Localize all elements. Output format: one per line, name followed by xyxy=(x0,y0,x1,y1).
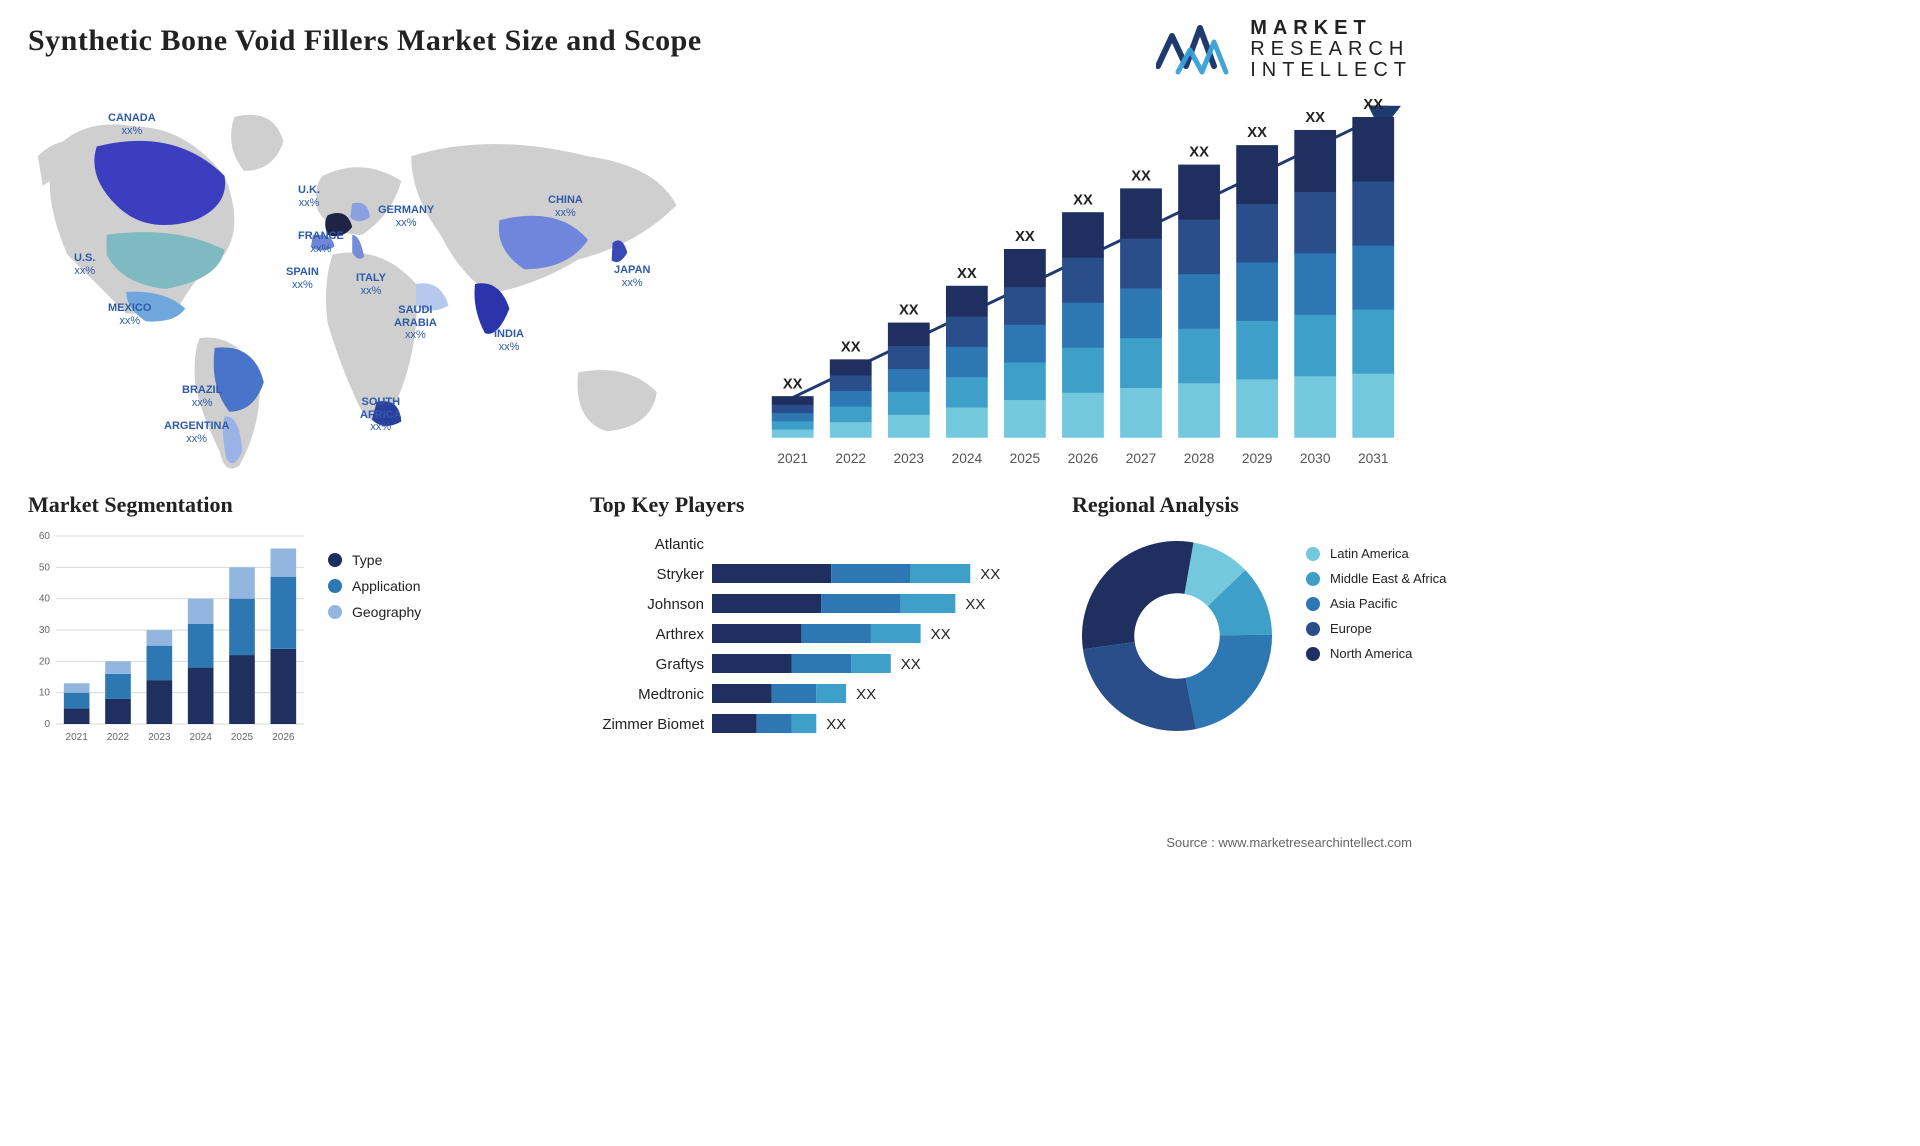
map-label: CANADAxx% xyxy=(108,112,156,137)
svg-text:20: 20 xyxy=(39,656,51,667)
svg-text:XX: XX xyxy=(980,566,1000,583)
map-label: CHINAxx% xyxy=(548,194,583,219)
regional-legend: Latin America Middle East & Africa Asia Pa… xyxy=(1306,536,1446,758)
svg-text:2021: 2021 xyxy=(66,732,89,743)
regional-title: Regional Analysis xyxy=(1072,492,1282,518)
svg-text:2025: 2025 xyxy=(231,732,254,743)
map-label: FRANCExx% xyxy=(298,230,344,255)
segmentation-legend: Type Application Geography xyxy=(328,542,421,758)
svg-text:0: 0 xyxy=(44,719,50,730)
legend-item: Geography xyxy=(328,604,421,620)
svg-text:XX: XX xyxy=(901,656,921,673)
svg-text:2027: 2027 xyxy=(1126,451,1157,466)
players-chart: Atlantic Stryker XX Johnson XX Arthrex XX Graft… xyxy=(590,528,1050,758)
svg-text:40: 40 xyxy=(39,594,51,605)
svg-text:2022: 2022 xyxy=(107,732,130,743)
regional-donut xyxy=(1072,528,1282,738)
map-label: U.K.xx% xyxy=(298,184,320,209)
world-map: CANADAxx% U.S.xx% MEXICOxx% BRAZILxx% ARGENT… xyxy=(28,84,706,484)
map-label: MEXICOxx% xyxy=(108,302,151,327)
svg-text:XX: XX xyxy=(1247,125,1267,141)
svg-text:Stryker: Stryker xyxy=(656,566,704,583)
map-label: ARGENTINAxx% xyxy=(164,420,229,445)
map-label: SOUTHAFRICAxx% xyxy=(360,396,402,434)
svg-text:Medtronic: Medtronic xyxy=(638,686,704,703)
svg-text:XX: XX xyxy=(1189,145,1209,161)
svg-text:XX: XX xyxy=(1363,97,1383,113)
source-line: Source : www.marketresearchintellect.com xyxy=(1166,835,1412,850)
map-label: ITALYxx% xyxy=(356,272,386,297)
players-title: Top Key Players xyxy=(590,492,1050,518)
svg-text:XX: XX xyxy=(856,686,876,703)
svg-text:2025: 2025 xyxy=(1010,451,1041,466)
growth-bar-chart: XX 2021 XX 2022 XX 2023 XX 2024 XX 2025 XX 2026 XX 20… xyxy=(744,84,1412,484)
map-label: INDIAxx% xyxy=(494,328,524,353)
map-label: SAUDIARABIAxx% xyxy=(394,304,437,342)
svg-text:30: 30 xyxy=(39,625,51,636)
svg-text:XX: XX xyxy=(826,716,846,733)
svg-text:XX: XX xyxy=(965,596,985,613)
legend-item: Application xyxy=(328,578,421,594)
legend-item: North America xyxy=(1306,646,1446,661)
logo-text-3: INTELLECT xyxy=(1250,60,1412,81)
logo-text-2: RESEARCH xyxy=(1250,39,1412,60)
svg-text:2031: 2031 xyxy=(1358,451,1389,466)
legend-item: Latin America xyxy=(1306,546,1446,561)
svg-text:Atlantic: Atlantic xyxy=(655,536,705,553)
legend-item: Asia Pacific xyxy=(1306,596,1446,611)
svg-text:2023: 2023 xyxy=(893,451,924,466)
svg-text:2023: 2023 xyxy=(148,732,171,743)
svg-text:50: 50 xyxy=(39,562,51,573)
svg-text:XX: XX xyxy=(957,266,977,282)
legend-item: Europe xyxy=(1306,621,1446,636)
svg-text:XX: XX xyxy=(899,303,919,319)
svg-text:Zimmer Biomet: Zimmer Biomet xyxy=(602,716,705,733)
svg-text:2024: 2024 xyxy=(190,732,213,743)
svg-text:2024: 2024 xyxy=(951,451,982,466)
svg-text:Johnson: Johnson xyxy=(647,596,704,613)
svg-text:2021: 2021 xyxy=(777,451,808,466)
svg-text:10: 10 xyxy=(39,688,51,699)
svg-text:XX: XX xyxy=(931,626,951,643)
svg-text:XX: XX xyxy=(1131,169,1151,185)
svg-text:XX: XX xyxy=(1073,192,1093,208)
svg-text:60: 60 xyxy=(39,531,51,542)
map-label: SPAINxx% xyxy=(286,266,319,291)
logo-text-1: MARKET xyxy=(1250,18,1412,39)
svg-text:Graftys: Graftys xyxy=(656,656,704,673)
legend-item: Middle East & Africa xyxy=(1306,571,1446,586)
svg-text:2026: 2026 xyxy=(272,732,295,743)
svg-text:XX: XX xyxy=(841,339,861,355)
map-label: GERMANYxx% xyxy=(378,204,434,229)
brand-logo: MARKET RESEARCH INTELLECT xyxy=(1156,18,1412,81)
map-label: BRAZILxx% xyxy=(182,384,222,409)
legend-item: Type xyxy=(328,552,421,568)
svg-text:Arthrex: Arthrex xyxy=(656,626,705,643)
svg-text:2028: 2028 xyxy=(1184,451,1215,466)
svg-text:XX: XX xyxy=(1015,229,1035,245)
map-label: JAPANxx% xyxy=(614,264,650,289)
map-label: U.S.xx% xyxy=(74,252,95,277)
segmentation-chart: 0 10 20 30 40 50 60 2021 2022 2023 2024 2025 2026 xyxy=(28,528,308,758)
svg-text:2029: 2029 xyxy=(1242,451,1273,466)
logo-mark-icon xyxy=(1156,22,1236,78)
svg-text:2030: 2030 xyxy=(1300,451,1331,466)
svg-text:2022: 2022 xyxy=(835,451,866,466)
svg-text:XX: XX xyxy=(1305,110,1325,126)
svg-text:2026: 2026 xyxy=(1068,451,1099,466)
svg-text:XX: XX xyxy=(783,376,803,392)
segmentation-title: Market Segmentation xyxy=(28,492,308,518)
